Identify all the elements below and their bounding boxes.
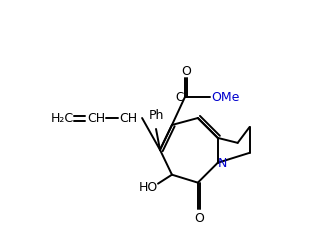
Text: OMe: OMe: [212, 91, 240, 104]
Text: H₂C: H₂C: [51, 112, 74, 124]
Text: CH: CH: [119, 112, 137, 124]
Text: O: O: [181, 65, 191, 78]
Text: O: O: [194, 212, 204, 225]
Text: CH: CH: [87, 112, 105, 124]
Text: C: C: [176, 91, 184, 104]
Text: HO: HO: [138, 181, 158, 194]
Text: Ph: Ph: [148, 109, 164, 122]
Text: N: N: [218, 157, 227, 170]
